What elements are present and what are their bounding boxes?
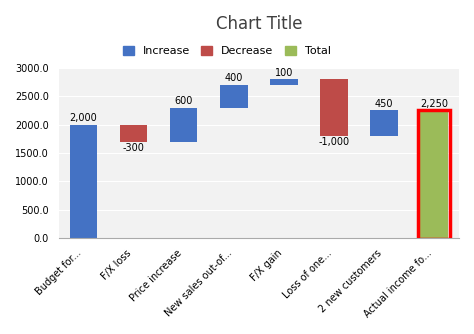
Text: 2,250: 2,250 (420, 99, 448, 109)
Bar (420, 111, 448, 238)
Text: 2,000: 2,000 (70, 113, 98, 123)
Bar (120, 125, 147, 142)
Bar (70, 125, 97, 238)
Text: 100: 100 (274, 68, 293, 78)
Title: Chart Title: Chart Title (216, 15, 302, 33)
Bar (370, 111, 398, 136)
Bar (220, 85, 247, 108)
Bar (170, 108, 198, 142)
Text: -300: -300 (123, 143, 145, 153)
Legend: Increase, Decrease, Total: Increase, Decrease, Total (123, 46, 331, 56)
Text: -1,000: -1,000 (319, 137, 349, 147)
Text: 600: 600 (174, 96, 193, 106)
Bar (320, 79, 347, 136)
Text: 400: 400 (225, 73, 243, 84)
Text: 450: 450 (374, 99, 393, 109)
Bar (270, 79, 298, 85)
